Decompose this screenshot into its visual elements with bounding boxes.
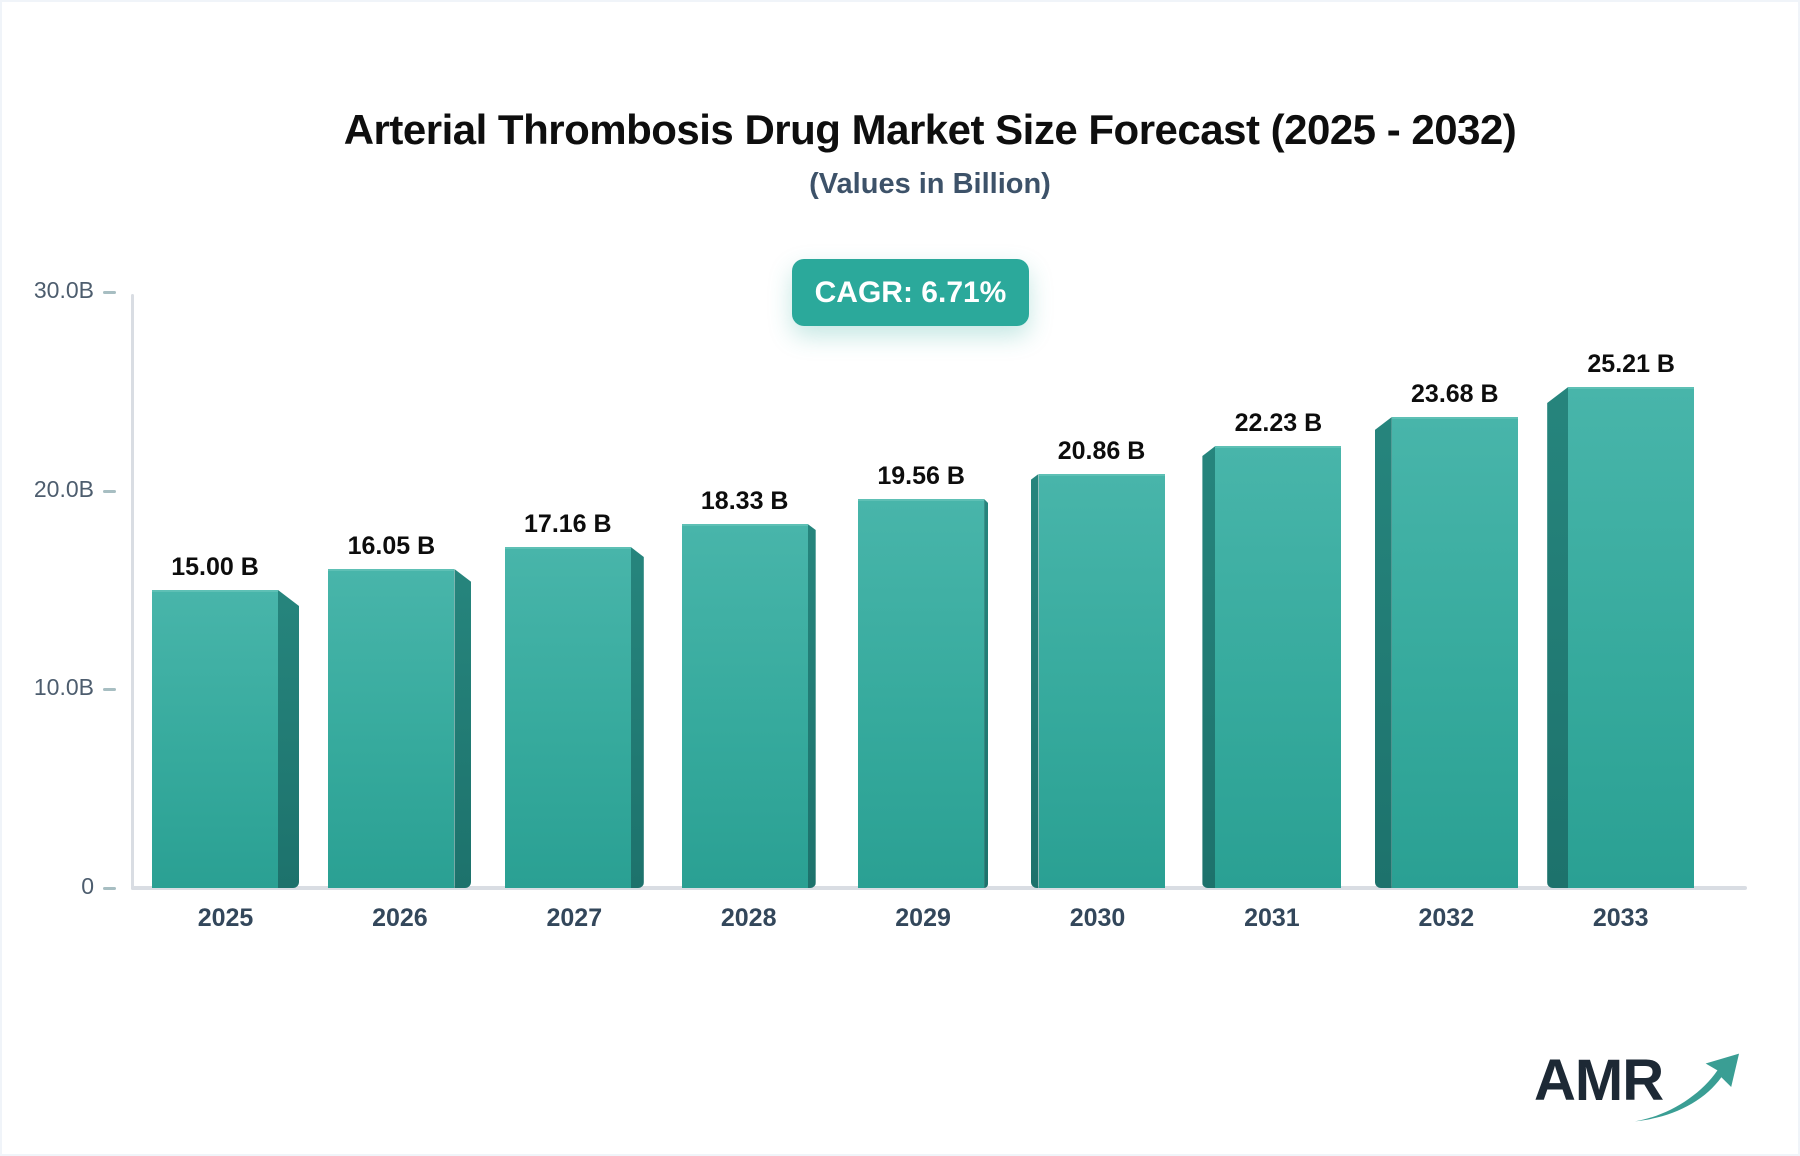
bar-side-face (984, 499, 989, 888)
bar-main-face (328, 569, 455, 888)
bar-main-face (1215, 446, 1342, 888)
x-tick-label: 2026 (372, 904, 428, 932)
bar-side-face (1547, 387, 1569, 888)
bar (504, 547, 644, 888)
x-axis-line (131, 886, 1747, 890)
y-tick-label: 30.0B (33, 276, 94, 303)
bar-side-face (807, 524, 816, 888)
y-tick-dash (103, 489, 116, 493)
bar-side-face (1030, 474, 1039, 888)
amr-logo: AMR (1534, 1040, 1771, 1122)
x-tick-label: 2031 (1244, 904, 1300, 932)
bar-main-face (152, 590, 278, 888)
cagr-badge: CAGR: 6.71% (792, 259, 1029, 326)
x-tick-label: 2032 (1418, 904, 1475, 932)
bar-value-label: 16.05 B (347, 532, 436, 560)
bar-value-label: 19.56 B (877, 462, 965, 490)
bar-value-label: 20.86 B (1057, 437, 1146, 465)
bar-value-label: 17.16 B (524, 510, 612, 538)
x-tick-label: 2033 (1592, 904, 1649, 932)
bar (681, 524, 816, 888)
bar-main-face (1391, 417, 1518, 888)
amr-logo-text: AMR (1534, 1047, 1664, 1113)
y-axis-line (131, 294, 134, 890)
y-tick-label: 10.0B (33, 674, 94, 701)
y-tick-label: 20.0B (33, 475, 94, 502)
bar-main-face (681, 524, 808, 888)
bar-side-face (630, 547, 644, 888)
x-tick-label: 2030 (1069, 904, 1126, 932)
bar-main-face (1038, 474, 1165, 888)
y-tick-dash (103, 688, 116, 692)
cagr-badge-label: CAGR: 6.71% (814, 275, 1007, 309)
y-tick-dash (103, 887, 116, 890)
y-tick-dash (103, 290, 116, 294)
bar-value-label: 25.21 B (1587, 350, 1675, 378)
x-tick-label: 2025 (197, 904, 254, 932)
x-tick-label: 2027 (546, 904, 603, 932)
x-tick-label: 2029 (895, 904, 951, 932)
bar-value-label: 18.33 B (700, 487, 789, 515)
bar (328, 569, 472, 888)
bar (152, 590, 299, 888)
bar-value-label: 22.23 B (1234, 409, 1323, 437)
growth-arrow-icon (1635, 1053, 1740, 1122)
bar-side-face (1374, 417, 1392, 888)
bar-main-face (504, 547, 631, 888)
bar (1547, 387, 1695, 888)
chart-title: Arterial Thrombosis Drug Market Size For… (343, 106, 1517, 153)
bar-value-label: 15.00 B (171, 553, 259, 581)
chart-subtitle: (Values in Billion) (809, 168, 1051, 200)
bar-main-face (1568, 387, 1695, 888)
bar-side-face (278, 590, 299, 888)
bar-side-face (1202, 446, 1216, 888)
bar-main-face (858, 499, 985, 888)
bar-value-label: 23.68 B (1411, 380, 1499, 408)
bar (1202, 446, 1342, 888)
y-tick-label: 0 (81, 873, 94, 899)
x-tick-label: 2028 (720, 904, 777, 932)
bar (1030, 474, 1165, 888)
bar-side-face (454, 569, 472, 888)
bar (1374, 417, 1518, 888)
bar (858, 499, 989, 888)
